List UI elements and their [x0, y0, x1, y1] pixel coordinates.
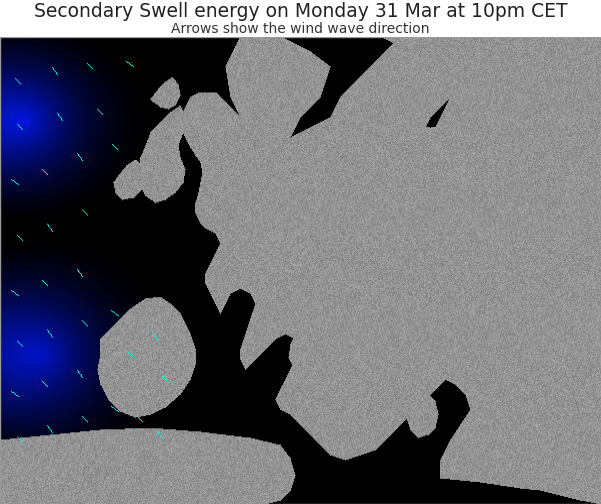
Text: Secondary Swell energy on Monday 31 Mar at 10pm CET: Secondary Swell energy on Monday 31 Mar … [34, 3, 567, 21]
Text: Arrows show the wind wave direction: Arrows show the wind wave direction [171, 22, 430, 36]
